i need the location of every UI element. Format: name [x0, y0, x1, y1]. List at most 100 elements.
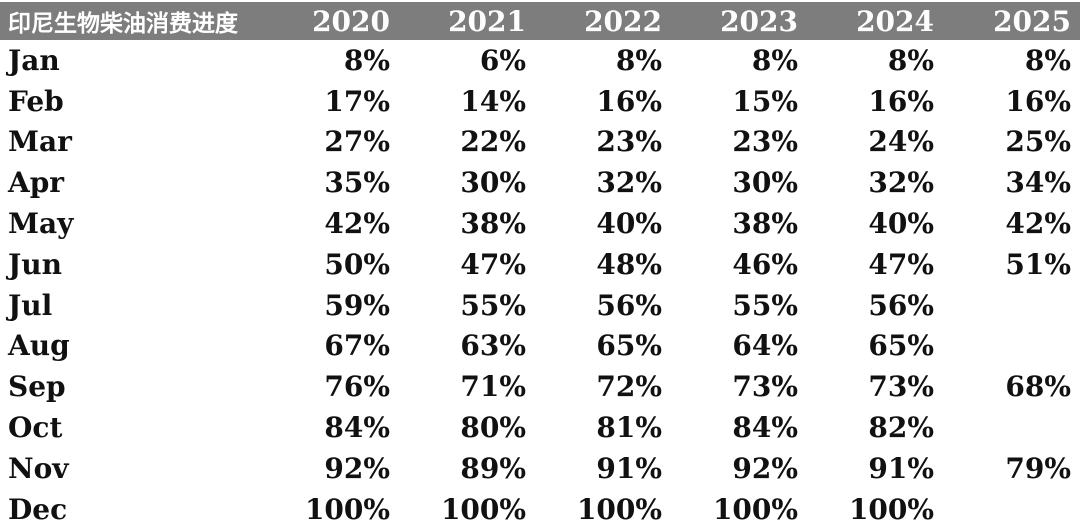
cell-value: 55%	[732, 288, 798, 322]
cell-value: 100%	[576, 492, 662, 526]
cell-value: 100%	[440, 492, 526, 526]
table-row-may: May 42% 38% 40% 38% 40% 42%	[0, 203, 1080, 244]
cell-value: 65%	[596, 329, 662, 363]
cell-value: 8%	[343, 43, 390, 77]
cell-value: 100%	[848, 492, 934, 526]
cell-value: 73%	[732, 370, 798, 404]
cell-value: 65%	[868, 329, 934, 363]
cell-value: 100%	[712, 492, 798, 526]
month-label: Oct	[8, 411, 63, 445]
cell-value: 14%	[460, 84, 526, 118]
cell-value: 22%	[460, 125, 526, 159]
year-column-header-2022: 2022	[584, 4, 662, 38]
cell-value	[943, 407, 1080, 448]
cell-value: 84%	[732, 411, 798, 445]
table-row-jul: Jul 59% 55% 56% 55% 56%	[0, 285, 1080, 326]
cell-value	[943, 285, 1080, 326]
month-label: Apr	[8, 166, 65, 200]
month-label: Aug	[8, 329, 70, 363]
cell-value: 40%	[868, 207, 934, 241]
cell-value: 72%	[596, 370, 662, 404]
month-label: Dec	[8, 492, 68, 526]
cell-value: 42%	[324, 207, 390, 241]
cell-value: 56%	[596, 288, 662, 322]
table-body: Jan 8% 6% 8% 8% 8% 8% Feb 17% 14% 16% 15…	[0, 40, 1080, 530]
cell-value: 25%	[1005, 125, 1071, 159]
table-row-apr: Apr 35% 30% 32% 30% 32% 34%	[0, 162, 1080, 203]
table-header: 印尼生物柴油消费进度 2020 2021 2022 2023 2024 2025	[0, 2, 1080, 40]
cell-value: 8%	[615, 43, 662, 77]
cell-value: 48%	[596, 247, 662, 281]
cell-value: 91%	[868, 451, 934, 485]
cell-value: 51%	[1005, 247, 1071, 281]
cell-value	[943, 489, 1080, 530]
cell-value: 16%	[596, 84, 662, 118]
month-label: Feb	[8, 84, 64, 118]
cell-value: 71%	[460, 370, 526, 404]
month-label: Jul	[8, 288, 53, 322]
cell-value: 82%	[868, 411, 934, 445]
cell-value: 24%	[868, 125, 934, 159]
cell-value: 30%	[460, 166, 526, 200]
cell-value: 16%	[1005, 84, 1071, 118]
cell-value	[943, 326, 1080, 367]
year-column-header-2024: 2024	[856, 4, 934, 38]
month-label: Mar	[8, 125, 72, 159]
cell-value: 80%	[460, 411, 526, 445]
cell-value: 32%	[596, 166, 662, 200]
cell-value: 64%	[732, 329, 798, 363]
year-column-header-2025: 2025	[993, 4, 1071, 38]
cell-value: 34%	[1005, 166, 1071, 200]
table-row-feb: Feb 17% 14% 16% 15% 16% 16%	[0, 81, 1080, 122]
month-label: Nov	[8, 451, 69, 485]
cell-value: 55%	[460, 288, 526, 322]
cell-value: 63%	[460, 329, 526, 363]
table-row-nov: Nov 92% 89% 91% 92% 91% 79%	[0, 448, 1080, 489]
cell-value: 84%	[324, 411, 390, 445]
cell-value: 46%	[732, 247, 798, 281]
cell-value: 47%	[460, 247, 526, 281]
month-label: Sep	[8, 370, 66, 404]
cell-value: 8%	[887, 43, 934, 77]
cell-value: 8%	[1024, 43, 1071, 77]
cell-value: 38%	[732, 207, 798, 241]
cell-value: 35%	[324, 166, 390, 200]
cell-value: 92%	[732, 451, 798, 485]
cell-value: 15%	[732, 84, 798, 118]
cell-value: 47%	[868, 247, 934, 281]
table-title: 印尼生物柴油消费进度	[8, 10, 238, 37]
cell-value: 59%	[324, 288, 390, 322]
cell-value: 91%	[596, 451, 662, 485]
cell-value: 23%	[596, 125, 662, 159]
cell-value: 17%	[324, 84, 390, 118]
month-label: May	[8, 207, 74, 241]
cell-value: 73%	[868, 370, 934, 404]
cell-value: 8%	[751, 43, 798, 77]
cell-value: 30%	[732, 166, 798, 200]
month-label: Jan	[8, 43, 60, 77]
cell-value: 92%	[324, 451, 390, 485]
cell-value: 68%	[1005, 370, 1071, 404]
cell-value: 42%	[1005, 207, 1071, 241]
cell-value: 89%	[460, 451, 526, 485]
cell-value: 56%	[868, 288, 934, 322]
year-column-header-2020: 2020	[312, 4, 390, 38]
cell-value: 32%	[868, 166, 934, 200]
cell-value: 16%	[868, 84, 934, 118]
cell-value: 6%	[479, 43, 526, 77]
cell-value: 79%	[1005, 451, 1071, 485]
table-row-mar: Mar 27% 22% 23% 23% 24% 25%	[0, 122, 1080, 163]
cell-value: 27%	[324, 125, 390, 159]
table-row-oct: Oct 84% 80% 81% 84% 82%	[0, 407, 1080, 448]
cell-value: 67%	[324, 329, 390, 363]
cell-value: 23%	[732, 125, 798, 159]
cell-value: 100%	[304, 492, 390, 526]
table-row-dec: Dec 100% 100% 100% 100% 100%	[0, 489, 1080, 530]
month-label: Jun	[8, 247, 62, 281]
header-row: 印尼生物柴油消费进度 2020 2021 2022 2023 2024 2025	[0, 2, 1080, 40]
cell-value: 50%	[324, 247, 390, 281]
table-row-jun: Jun 50% 47% 48% 46% 47% 51%	[0, 244, 1080, 285]
table-row-sep: Sep 76% 71% 72% 73% 73% 68%	[0, 366, 1080, 407]
